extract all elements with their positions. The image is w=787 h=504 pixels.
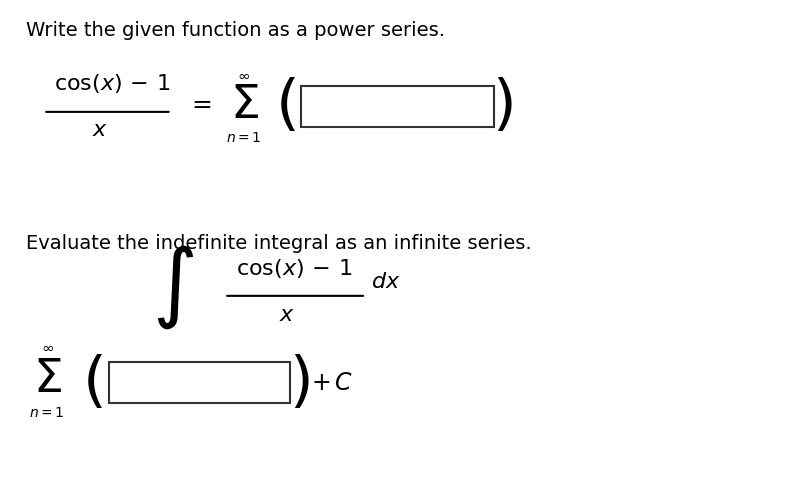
Text: $\infty$: $\infty$ — [238, 68, 250, 83]
Text: $\int$: $\int$ — [152, 243, 194, 331]
Text: $($: $($ — [275, 77, 296, 137]
Text: $+\,C$: $+\,C$ — [311, 371, 353, 395]
Text: $\infty$: $\infty$ — [41, 340, 54, 355]
Text: $)$: $)$ — [289, 353, 309, 413]
Text: $)$: $)$ — [492, 77, 512, 137]
Text: $\mathit{x}$: $\mathit{x}$ — [92, 120, 108, 140]
Text: Evaluate the indefinite integral as an infinite series.: Evaluate the indefinite integral as an i… — [26, 234, 531, 254]
Text: $dx$: $dx$ — [371, 272, 401, 292]
Text: $n = 1$: $n = 1$ — [226, 131, 262, 145]
Text: $n = 1$: $n = 1$ — [29, 406, 65, 420]
Text: $=$: $=$ — [187, 91, 212, 115]
Text: $\Sigma$: $\Sigma$ — [230, 83, 258, 129]
Text: Write the given function as a power series.: Write the given function as a power seri… — [26, 21, 445, 40]
FancyBboxPatch shape — [109, 362, 290, 403]
Text: $\Sigma$: $\Sigma$ — [33, 356, 61, 402]
FancyBboxPatch shape — [301, 86, 494, 127]
Text: $($: $($ — [82, 353, 102, 413]
Text: $\mathit{x}$: $\mathit{x}$ — [279, 305, 295, 325]
Text: $\mathsf{cos(}x\mathsf{)\,-\,1}$: $\mathsf{cos(}x\mathsf{)\,-\,1}$ — [54, 72, 170, 95]
Text: $\mathsf{cos(}x\mathsf{)\,-\,1}$: $\mathsf{cos(}x\mathsf{)\,-\,1}$ — [236, 257, 353, 280]
